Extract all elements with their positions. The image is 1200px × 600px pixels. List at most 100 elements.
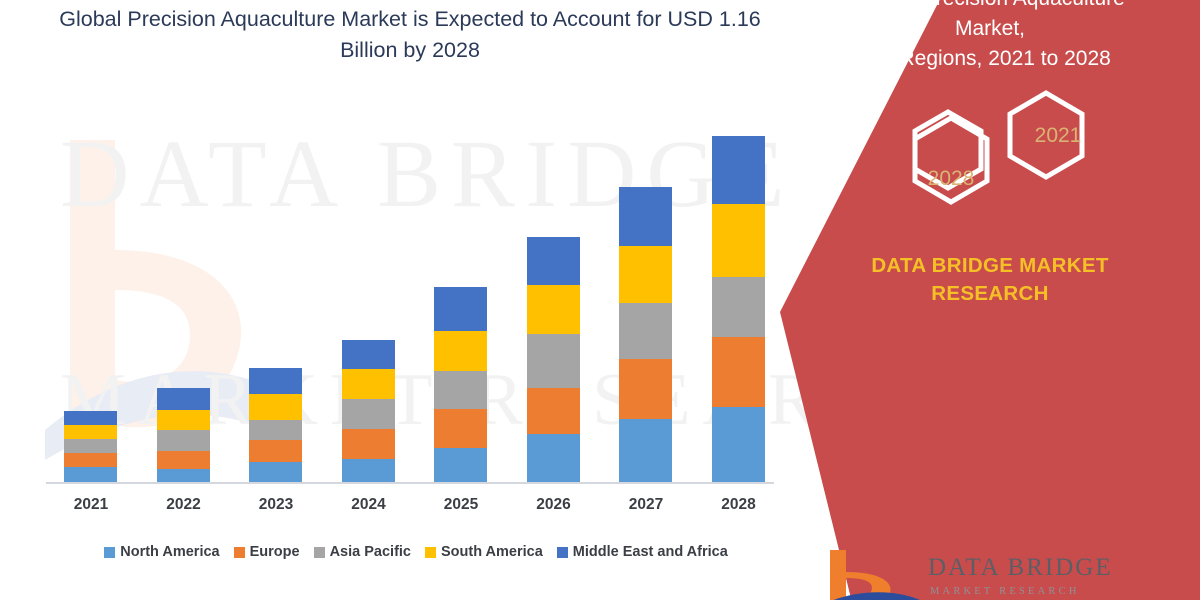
bar-segment[interactable]: [619, 187, 672, 246]
bar-segment[interactable]: [526, 237, 580, 285]
bar-segment[interactable]: [434, 287, 487, 331]
legend-label: Asia Pacific: [329, 544, 411, 560]
legend-label: South America: [441, 544, 543, 560]
bar-segment[interactable]: [526, 434, 580, 483]
bar-segment[interactable]: [341, 399, 395, 429]
legend-swatch: [104, 546, 116, 558]
bar-segment[interactable]: [711, 204, 765, 277]
bar-segment[interactable]: [64, 425, 117, 439]
bar-segment[interactable]: [711, 407, 765, 483]
legend-item[interactable]: North America: [104, 544, 220, 560]
bar-segment[interactable]: [156, 388, 210, 410]
footer-logo-mark-icon: [830, 550, 920, 600]
bar-segment[interactable]: [156, 410, 210, 430]
bar-segment[interactable]: [341, 340, 395, 369]
bar-segment[interactable]: [526, 334, 580, 388]
bar-column: [231, 110, 321, 483]
bar-stack[interactable]: [64, 411, 117, 483]
hexagon-label-2028: 2028: [927, 167, 975, 190]
bar-segment[interactable]: [434, 371, 487, 409]
legend-swatch: [313, 546, 325, 558]
legend-swatch: [425, 546, 436, 558]
x-axis-tick-label: 2022: [166, 496, 201, 513]
legend-item[interactable]: Middle East and Africa: [556, 544, 728, 560]
bar-stack[interactable]: [341, 340, 395, 483]
bar-segment[interactable]: [341, 459, 395, 483]
x-axis-line: [46, 482, 774, 484]
legend-item[interactable]: Asia Pacific: [313, 544, 411, 560]
footer-logo-subtext: MARKET RESEARCH: [930, 586, 1080, 597]
bar-segment[interactable]: [156, 451, 210, 469]
brand-line-2: RESEARCH: [931, 282, 1049, 305]
chart-title: Global Precision Aquaculture Market is E…: [59, 7, 761, 62]
hexagon-badges: 2021 2028: [780, 84, 1200, 214]
chart-panel: DATA BRIDGE MARKET RESEARCH Global Preci…: [45, 7, 840, 564]
bar-segment[interactable]: [64, 411, 117, 425]
bar-segment[interactable]: [341, 429, 395, 459]
bar-stack[interactable]: [249, 368, 302, 483]
plot-area: [46, 110, 786, 483]
bar-segment[interactable]: [156, 430, 210, 451]
bar-segment[interactable]: [526, 388, 580, 434]
bar-segment[interactable]: [434, 448, 487, 483]
legend-item[interactable]: Europe: [233, 544, 300, 560]
bar-column: [416, 110, 506, 483]
bar-column: [601, 110, 691, 483]
bar-column: [509, 110, 599, 483]
legend-label: Middle East and Africa: [572, 544, 728, 560]
bar-segment[interactable]: [711, 136, 765, 204]
bar-segment[interactable]: [249, 440, 302, 462]
brand-line-1: DATA BRIDGE MARKET: [871, 254, 1109, 277]
bar-segment[interactable]: [526, 285, 580, 334]
bar-segment[interactable]: [434, 409, 487, 448]
bar-stack[interactable]: [711, 136, 765, 483]
bar-stack[interactable]: [526, 237, 580, 483]
x-axis-tick-label: 2025: [443, 496, 479, 513]
bar-segment[interactable]: [619, 246, 672, 303]
red-panel-title: Global Precision Aquaculture Market, By …: [780, 0, 1200, 74]
bar-column: [139, 110, 229, 483]
bar-segment[interactable]: [434, 331, 487, 371]
bar-segment[interactable]: [249, 420, 302, 440]
red-title-line-2: Market,: [954, 17, 1025, 40]
bar-segment[interactable]: [619, 303, 672, 359]
bar-stack[interactable]: [434, 287, 487, 483]
hexagon-outlines-icon: [912, 90, 1085, 205]
x-axis-tick-label: 2027: [628, 496, 664, 513]
bar-segment[interactable]: [619, 359, 672, 419]
bar-segment[interactable]: [64, 439, 117, 453]
x-axis-labels: 2021 2022 2023 2024 2025 2026 2027 2028: [46, 492, 786, 522]
bar-segment[interactable]: [341, 369, 395, 399]
hexagon-label-2021: 2021: [1034, 124, 1082, 147]
x-axis-tick-label: 2021: [73, 496, 109, 513]
legend-swatch: [556, 546, 568, 558]
bar-column: [694, 110, 784, 483]
footer-logo: DATA BRIDGE MARKET RESEARCH: [820, 546, 1150, 600]
legend-label: Europe: [249, 544, 300, 560]
bar-stack[interactable]: [156, 388, 210, 483]
bar-segment[interactable]: [619, 419, 672, 483]
red-side-panel: Global Precision Aquaculture Market, By …: [780, 0, 1200, 600]
bar-segment[interactable]: [249, 368, 302, 394]
legend-swatch: [233, 546, 245, 558]
bar-segment[interactable]: [64, 467, 117, 483]
x-axis-tick-label: 2026: [536, 496, 571, 513]
x-axis-tick-label: 2028: [721, 496, 756, 513]
x-axis-tick-label: 2024: [351, 496, 386, 513]
bar-segment[interactable]: [249, 462, 302, 483]
legend-item[interactable]: South America: [425, 544, 543, 560]
bar-column: [46, 110, 136, 483]
footer-logo-text: DATA BRIDGE: [928, 554, 1113, 581]
legend-label: North America: [120, 544, 220, 560]
bar-segment[interactable]: [711, 337, 765, 407]
bar-segment[interactable]: [249, 394, 302, 420]
bar-column: [324, 110, 414, 483]
bar-segment[interactable]: [711, 277, 765, 337]
bar-stack[interactable]: [619, 187, 672, 483]
chart-legend: North America Europe Asia Pacific South Ame…: [46, 540, 786, 564]
red-title-line-3: By Regions, 2021 to 2028: [869, 47, 1111, 70]
bar-segment[interactable]: [156, 469, 210, 483]
red-title-line-1: Global Precision Aquaculture: [780, 0, 1200, 14]
bar-segment[interactable]: [64, 453, 117, 467]
brand-text: DATA BRIDGE MARKET RESEARCH: [780, 252, 1200, 308]
